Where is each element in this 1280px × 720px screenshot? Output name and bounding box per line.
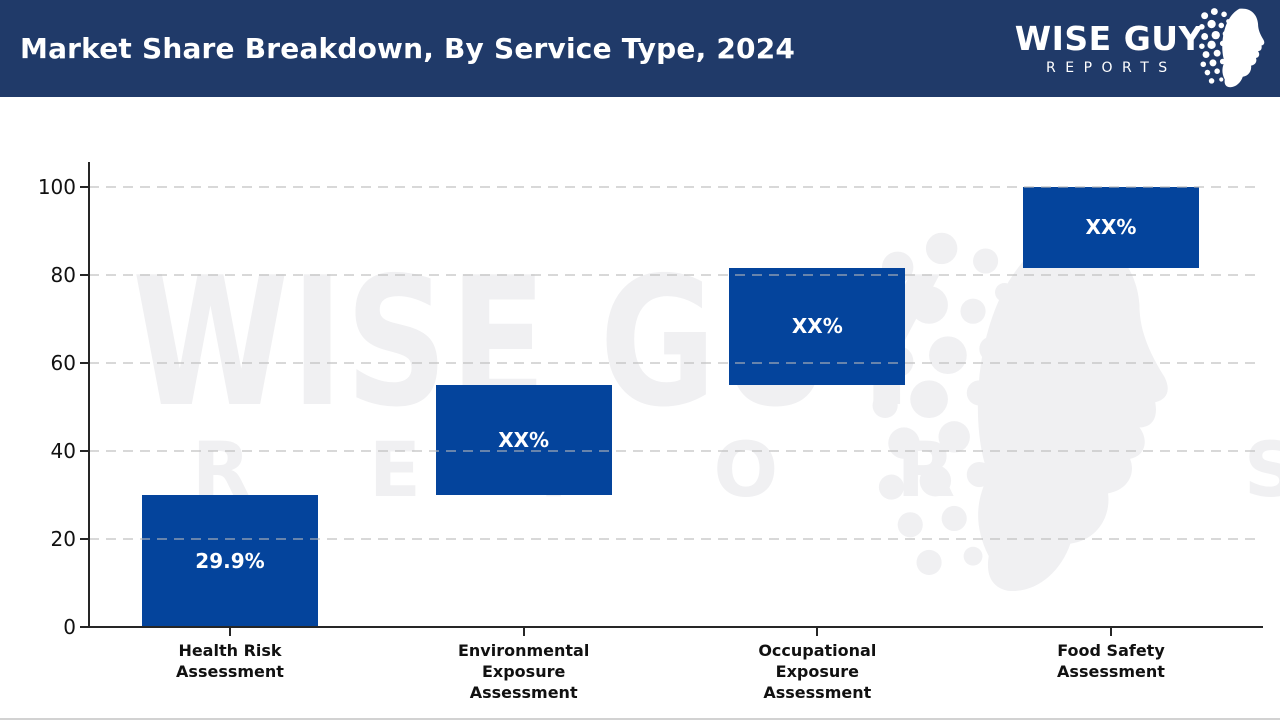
x-category-label: Food Safety Assessment <box>1057 641 1165 681</box>
bar-segment <box>1023 187 1199 268</box>
gridline <box>89 274 1262 276</box>
x-tick <box>1110 627 1112 636</box>
wiseguy-logo-text: WISE GUY REPORTS <box>1015 22 1203 76</box>
logo-secondary-text: REPORTS <box>1046 59 1177 76</box>
y-tick <box>80 450 89 452</box>
bar-segment <box>142 495 318 627</box>
y-tick <box>80 362 89 364</box>
y-tick-label: 40 <box>50 439 76 463</box>
wiseguy-head-icon <box>1196 6 1266 92</box>
header: Market Share Breakdown, By Service Type,… <box>0 0 1280 97</box>
wiseguy-logo: WISE GUY REPORTS <box>1015 6 1266 92</box>
y-tick-label: 0 <box>63 615 76 639</box>
gridline <box>89 450 1262 452</box>
y-tick-label: 20 <box>50 527 76 551</box>
x-category-label: Health Risk Assessment <box>176 641 284 681</box>
bar-value-label: XX% <box>498 428 550 453</box>
x-category-label: Occupational Exposure Assessment <box>758 641 877 702</box>
y-tick <box>80 538 89 540</box>
watermark-head-icon <box>860 222 1174 614</box>
bar-value-label: 29.9% <box>195 549 265 574</box>
x-category-label: Environmental Exposure Assessment <box>457 641 590 702</box>
y-tick-label: 60 <box>50 351 76 375</box>
y-axis-line <box>88 162 90 628</box>
gridline <box>89 186 1262 188</box>
bar-value-label: XX% <box>791 314 843 339</box>
y-tick-label: 100 <box>37 175 76 199</box>
y-tick <box>80 274 89 276</box>
y-tick <box>80 626 89 628</box>
y-tick-label: 80 <box>50 263 76 287</box>
logo-primary-text: WISE GUY <box>1014 18 1203 58</box>
gridline <box>89 362 1262 364</box>
bar-segment <box>435 385 612 496</box>
bar-segment <box>729 267 906 385</box>
bottom-divider <box>0 718 1280 720</box>
bar-value-label: XX% <box>1085 215 1137 240</box>
x-tick <box>816 627 819 636</box>
x-tick <box>229 627 231 636</box>
page-title: Market Share Breakdown, By Service Type,… <box>20 32 796 65</box>
x-axis-line <box>88 626 1263 628</box>
y-tick <box>80 186 89 188</box>
gridline <box>89 538 1262 540</box>
x-tick <box>522 627 525 636</box>
